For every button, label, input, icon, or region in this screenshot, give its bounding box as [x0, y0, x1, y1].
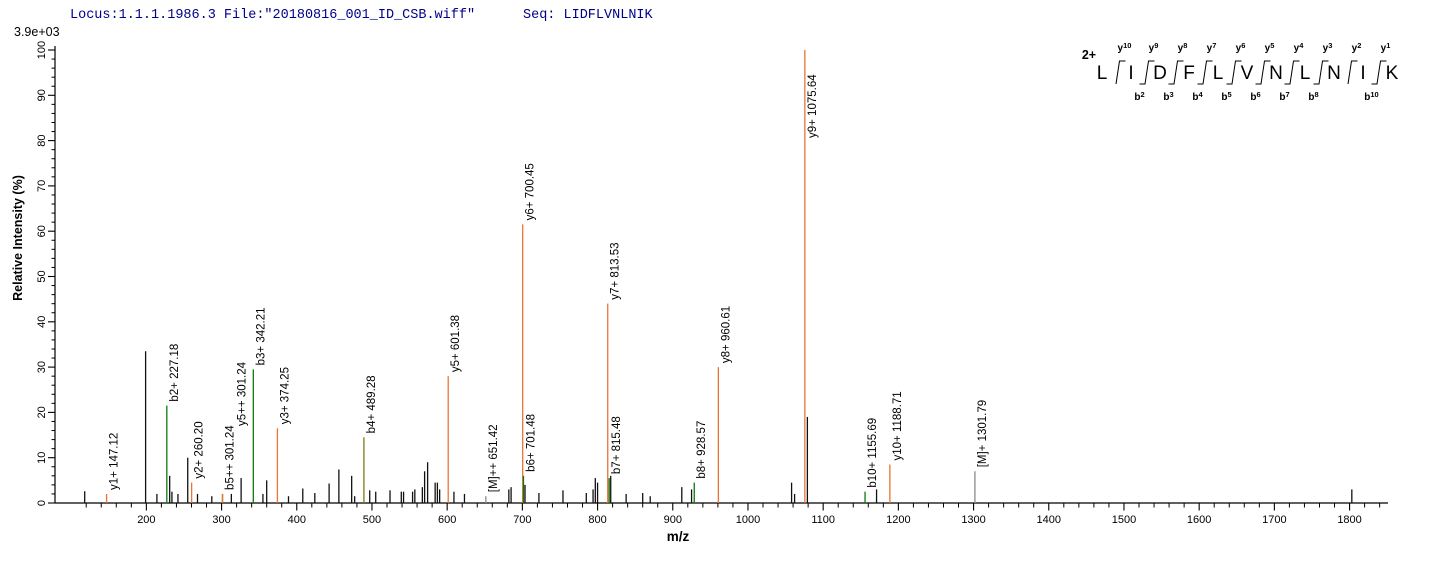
- y-tick-label: 50: [36, 270, 48, 282]
- fragment-mark: [1139, 60, 1155, 85]
- peak-label: y8+ 960.61: [720, 306, 732, 363]
- peak-label: b4+ 489.28: [366, 375, 378, 433]
- x-tick-label: 700: [513, 514, 531, 526]
- b-ion-label: b10: [1364, 90, 1378, 103]
- peak-label: b8+ 928.57: [696, 421, 708, 479]
- y-tick-label: 40: [36, 316, 48, 328]
- y-tick-label: 20: [36, 406, 48, 418]
- peak-label: b3+ 342.21: [255, 307, 267, 365]
- peak-label: y3+ 374.25: [279, 367, 291, 424]
- residue-letter: I: [1128, 63, 1133, 84]
- fragment-mark: [1168, 60, 1184, 85]
- peak-label: y5++ 301.24: [237, 361, 249, 426]
- residue-letter: I: [1360, 63, 1365, 84]
- y-ion-label: y9: [1149, 41, 1159, 54]
- peak-label: y2+ 260.20: [194, 421, 206, 478]
- x-axis-title: m/z: [667, 529, 690, 544]
- y-ion-label: y2: [1352, 41, 1362, 54]
- x-tick-label: 200: [137, 514, 155, 526]
- peak-label: y7+ 813.53: [610, 242, 622, 299]
- y-ion-label: y8: [1178, 41, 1188, 54]
- y-tick-label: 60: [36, 225, 48, 237]
- x-tick-label: 1600: [1187, 514, 1211, 526]
- residue-letter: L: [1213, 63, 1224, 84]
- peak-label: y5+ 601.38: [450, 315, 462, 372]
- residue-letter: N: [1269, 63, 1283, 84]
- b-ion-label: b7: [1279, 90, 1289, 103]
- x-tick-label: 500: [363, 514, 381, 526]
- peak-label: y9+ 1075.64: [807, 74, 819, 138]
- locus-file-label: Locus:1.1.1.1986.3 File:"20180816_001_ID…: [70, 8, 476, 23]
- peak-label: b7+ 815.48: [611, 416, 623, 474]
- b-ion-label: b4: [1192, 90, 1203, 103]
- b-ion-label: b5: [1221, 90, 1231, 103]
- y-ion-label: y3: [1323, 41, 1333, 54]
- y-tick-label: 10: [36, 452, 48, 464]
- x-tick-label: 1000: [736, 514, 760, 526]
- residue-letter: D: [1153, 63, 1167, 84]
- intensity-scale-label: 3.9e+03: [14, 25, 60, 39]
- residue-letter: V: [1241, 63, 1254, 84]
- peak-label: b2+ 227.18: [169, 344, 181, 402]
- fragment-mark: [1284, 60, 1300, 85]
- x-tick-label: 600: [438, 514, 456, 526]
- peak-label: [M]+ 1301.79: [977, 400, 989, 467]
- fragment-mark: [1197, 60, 1213, 85]
- peak-labels: y1+ 147.12 b2+ 227.18 y2+ 260.20 b5++ 301.2…: [109, 74, 989, 492]
- y-ion-label: y4: [1294, 41, 1305, 54]
- y-tick-label: 90: [36, 89, 48, 101]
- y-ion-label: y10: [1118, 41, 1132, 54]
- peak-label: y1+ 147.12: [109, 433, 121, 490]
- peptide-sequence-label: Seq: LIDFLVNLNIK: [523, 8, 653, 23]
- residue-letter: F: [1183, 63, 1195, 84]
- x-tick-label: 800: [588, 514, 606, 526]
- precursor-charge-label: 2+: [1082, 48, 1096, 62]
- y-tick-label: 30: [36, 361, 48, 373]
- residue-letter: L: [1097, 63, 1108, 84]
- peak-label: b10+ 1155.69: [867, 418, 879, 488]
- fragment-mark: [1115, 60, 1126, 85]
- peak-label: b5++ 301.24: [225, 425, 237, 490]
- residue-letter: K: [1386, 63, 1399, 84]
- y-tick-label: 70: [36, 180, 48, 192]
- x-tick-label: 1800: [1337, 514, 1361, 526]
- x-tick-label: 1400: [1037, 514, 1061, 526]
- b-ion-label: b3: [1163, 90, 1173, 103]
- peak-label: y6+ 700.45: [525, 163, 537, 220]
- x-tick-label: 1500: [1112, 514, 1136, 526]
- y-tick-label: 80: [36, 134, 48, 146]
- peak-lines: [84, 50, 1353, 503]
- fragment-mark: [1313, 60, 1329, 85]
- residue-letter: N: [1327, 63, 1341, 84]
- b-ion-label: b8: [1308, 90, 1318, 103]
- y-axis-title: Relative Intensity (%): [11, 175, 25, 301]
- x-tick-label: 900: [664, 514, 682, 526]
- fragment-mark: [1347, 60, 1358, 85]
- x-tick-label: 400: [288, 514, 306, 526]
- residue-letter: L: [1300, 63, 1311, 84]
- peak-label: b6+ 701.48: [525, 414, 537, 472]
- x-tick-label: 300: [212, 514, 230, 526]
- y-ion-label: y5: [1265, 41, 1275, 54]
- x-tick-label: 1700: [1262, 514, 1286, 526]
- x-tick-label: 1200: [886, 514, 910, 526]
- b-ion-label: b2: [1134, 90, 1144, 103]
- axes: 200 300 400 500 600 700 800 900 1000 1100 1200 1300…: [36, 41, 1388, 526]
- y-ion-label: y7: [1207, 41, 1217, 54]
- peak-label: y10+ 1188.71: [892, 391, 904, 460]
- y-ion-label: y6: [1236, 41, 1246, 54]
- fragment-mark: [1371, 60, 1387, 85]
- fragment-mark: [1226, 60, 1242, 85]
- fragment-mark: [1255, 60, 1271, 85]
- x-tick-label: 1300: [961, 514, 985, 526]
- b-ion-label: b6: [1250, 90, 1260, 103]
- y-ion-label: y1: [1381, 41, 1391, 54]
- peak-label: [M]++ 651.42: [488, 424, 500, 492]
- y-tick-label: 100: [36, 41, 48, 59]
- x-tick-label: 1100: [811, 514, 835, 526]
- y-tick-label: 0: [36, 500, 48, 506]
